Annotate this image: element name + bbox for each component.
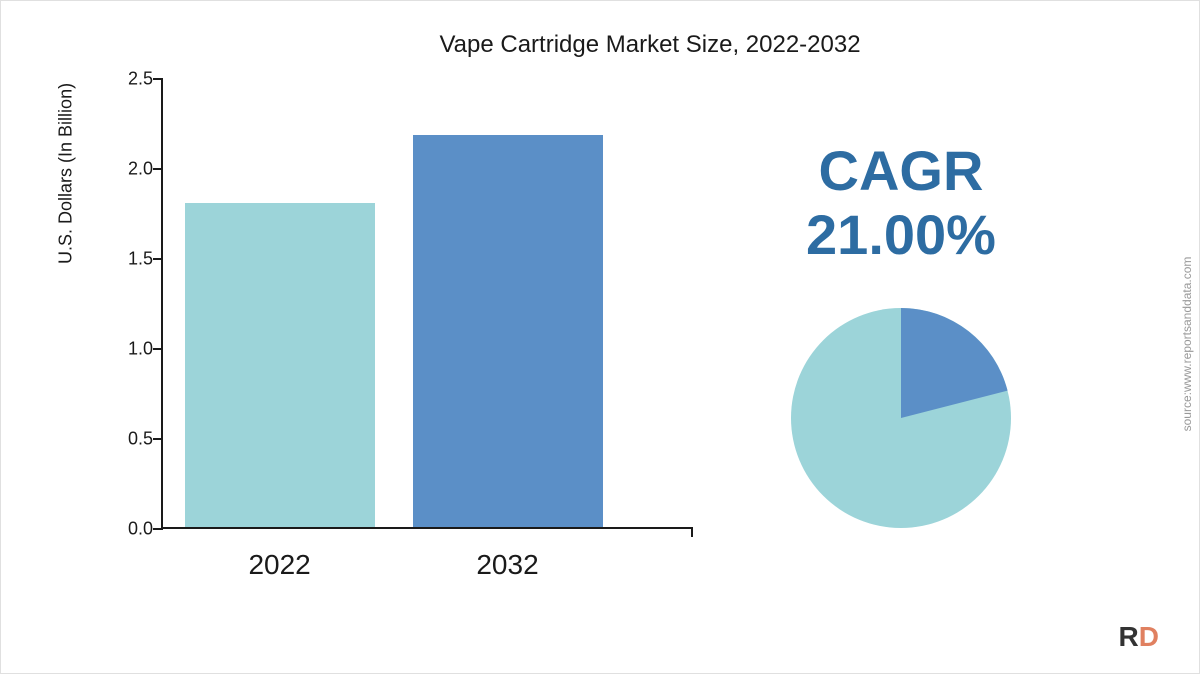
bar-2032: [413, 135, 603, 527]
y-tick: [153, 78, 163, 80]
right-panel: CAGR 21.00%: [791, 139, 1011, 533]
bar-chart: U.S. Dollars (In Billion) 0.00.51.01.52.…: [111, 79, 731, 609]
x-tick-label: 2022: [248, 549, 310, 581]
y-tick: [153, 438, 163, 440]
y-tick-label: 0.0: [118, 519, 153, 540]
y-tick: [153, 528, 163, 530]
y-tick-label: 2.5: [118, 69, 153, 90]
bar-2022: [185, 203, 375, 527]
x-tick-label: 2032: [476, 549, 538, 581]
y-tick-label: 1.0: [118, 339, 153, 360]
logo-r: R: [1119, 621, 1139, 652]
y-tick-label: 0.5: [118, 429, 153, 450]
content-row: U.S. Dollars (In Billion) 0.00.51.01.52.…: [51, 79, 1149, 639]
y-tick: [153, 168, 163, 170]
y-tick: [153, 348, 163, 350]
cagr-value: 21.00%: [806, 203, 996, 266]
pie-svg: [791, 308, 1011, 528]
y-tick: [153, 258, 163, 260]
y-axis-label: U.S. Dollars (In Billion): [56, 83, 77, 264]
pie-chart: [791, 308, 1011, 533]
bar-plot-area: 0.00.51.01.52.02.520222032: [161, 79, 691, 529]
x-axis-end-tick: [691, 527, 693, 537]
source-attribution: source:www.reportsanddata.com: [1180, 257, 1194, 432]
y-tick-label: 2.0: [118, 159, 153, 180]
chart-title: Vape Cartridge Market Size, 2022-2032: [151, 31, 1149, 59]
cagr-text: CAGR 21.00%: [806, 139, 996, 268]
y-tick-label: 1.5: [118, 249, 153, 270]
cagr-label: CAGR: [819, 139, 984, 202]
logo-d: D: [1139, 621, 1159, 652]
rd-logo: RD: [1119, 621, 1159, 653]
